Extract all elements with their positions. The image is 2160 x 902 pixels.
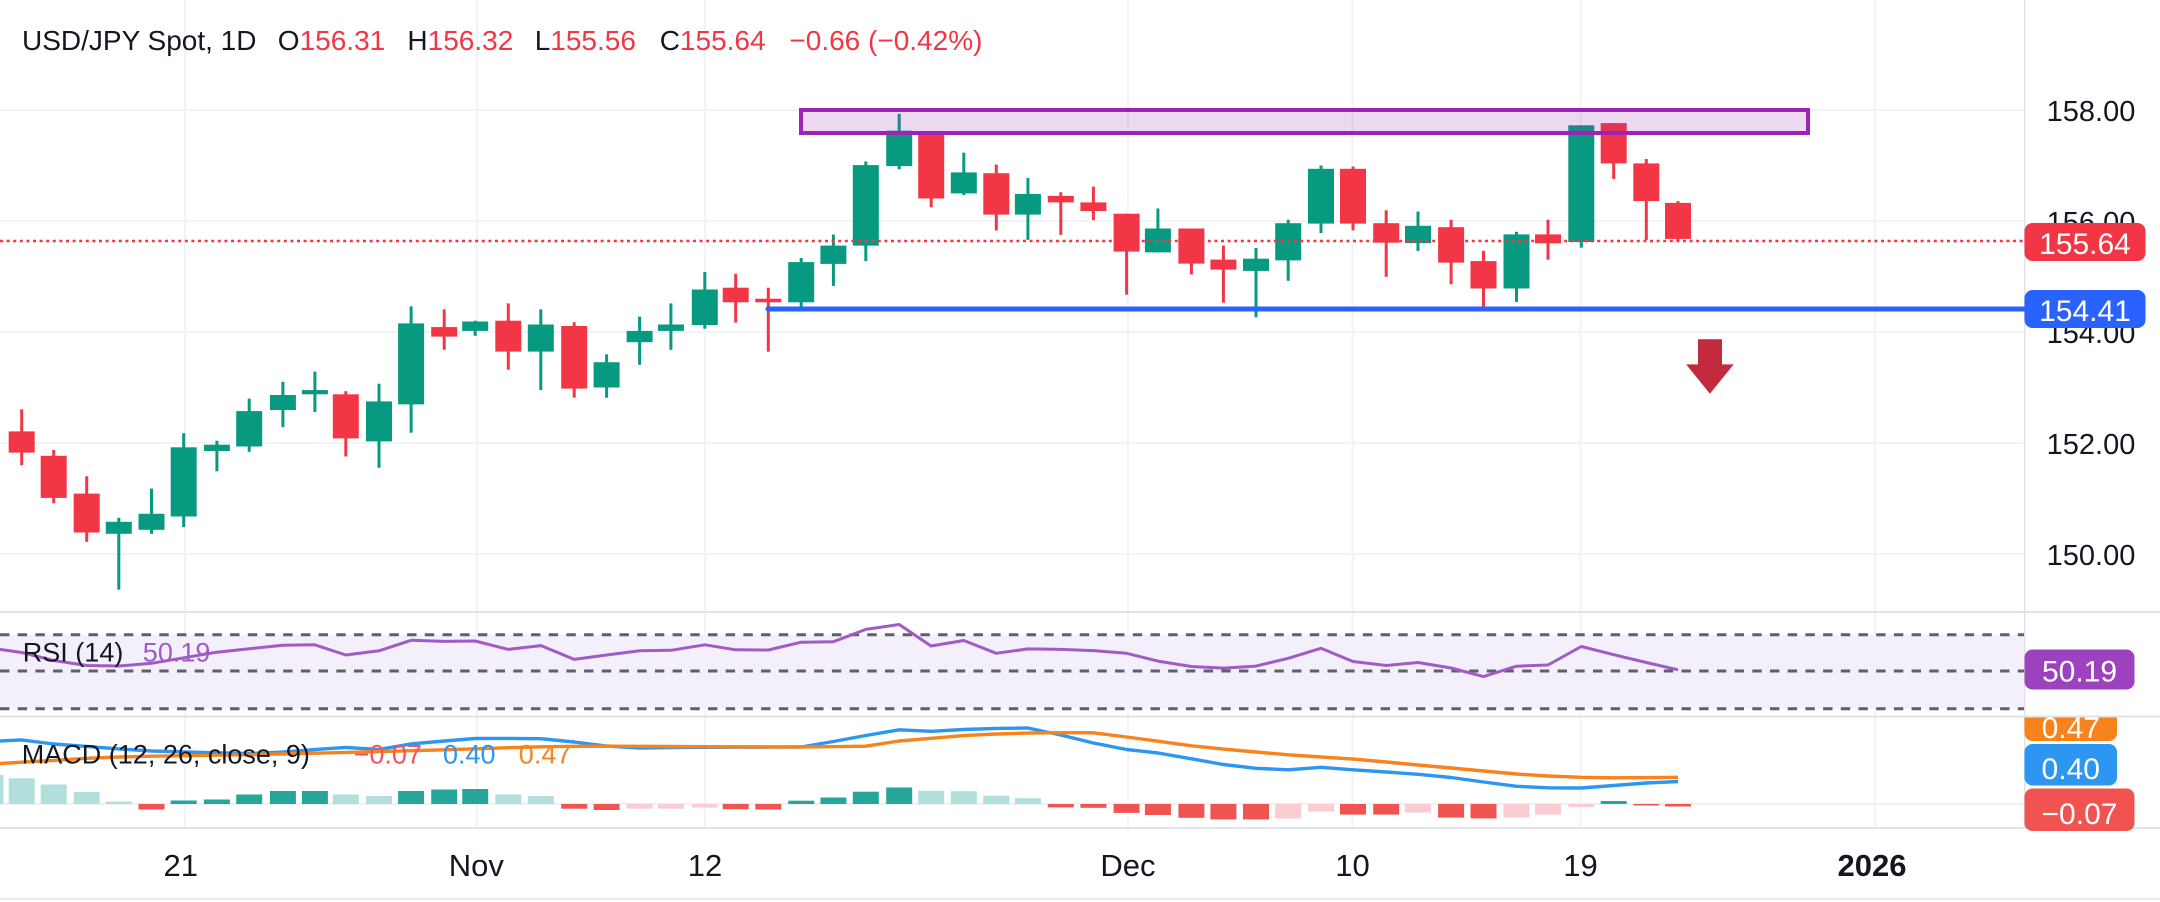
svg-text:158.00: 158.00 [2047,96,2136,128]
svg-text:−0.07: −0.07 [2042,798,2118,831]
svg-text:L155.56: L155.56 [535,25,636,56]
svg-text:0.40: 0.40 [443,740,496,770]
svg-text:MACD (12, 26, close, 9): MACD (12, 26, close, 9) [22,740,310,770]
svg-text:Nov: Nov [449,848,505,883]
svg-text:152.00: 152.00 [2047,429,2136,461]
svg-text:19: 19 [1563,848,1597,883]
svg-text:Dec: Dec [1100,848,1155,883]
svg-text:H156.32: H156.32 [407,25,513,56]
svg-text:0.40: 0.40 [2042,753,2100,786]
svg-text:21: 21 [163,848,197,883]
svg-text:10: 10 [1335,848,1369,883]
svg-text:O156.31: O156.31 [278,25,385,56]
svg-text:154.41: 154.41 [2039,295,2131,328]
svg-text:50.19: 50.19 [2042,656,2117,689]
svg-text:12: 12 [688,848,722,883]
svg-text:150.00: 150.00 [2047,540,2136,572]
svg-text:RSI (14): RSI (14) [23,638,124,668]
svg-text:0.47: 0.47 [519,740,572,770]
svg-text:0.47: 0.47 [2042,712,2100,745]
svg-text:50.19: 50.19 [143,638,211,668]
svg-text:USD/JPY Spot, 1D: USD/JPY Spot, 1D [22,25,256,56]
svg-text:−0.07: −0.07 [354,740,422,770]
svg-text:C155.64: C155.64 [660,25,766,56]
svg-text:2026: 2026 [1838,848,1907,883]
svg-text:155.64: 155.64 [2039,228,2131,261]
svg-text:−0.66 (−0.42%): −0.66 (−0.42%) [789,25,982,56]
